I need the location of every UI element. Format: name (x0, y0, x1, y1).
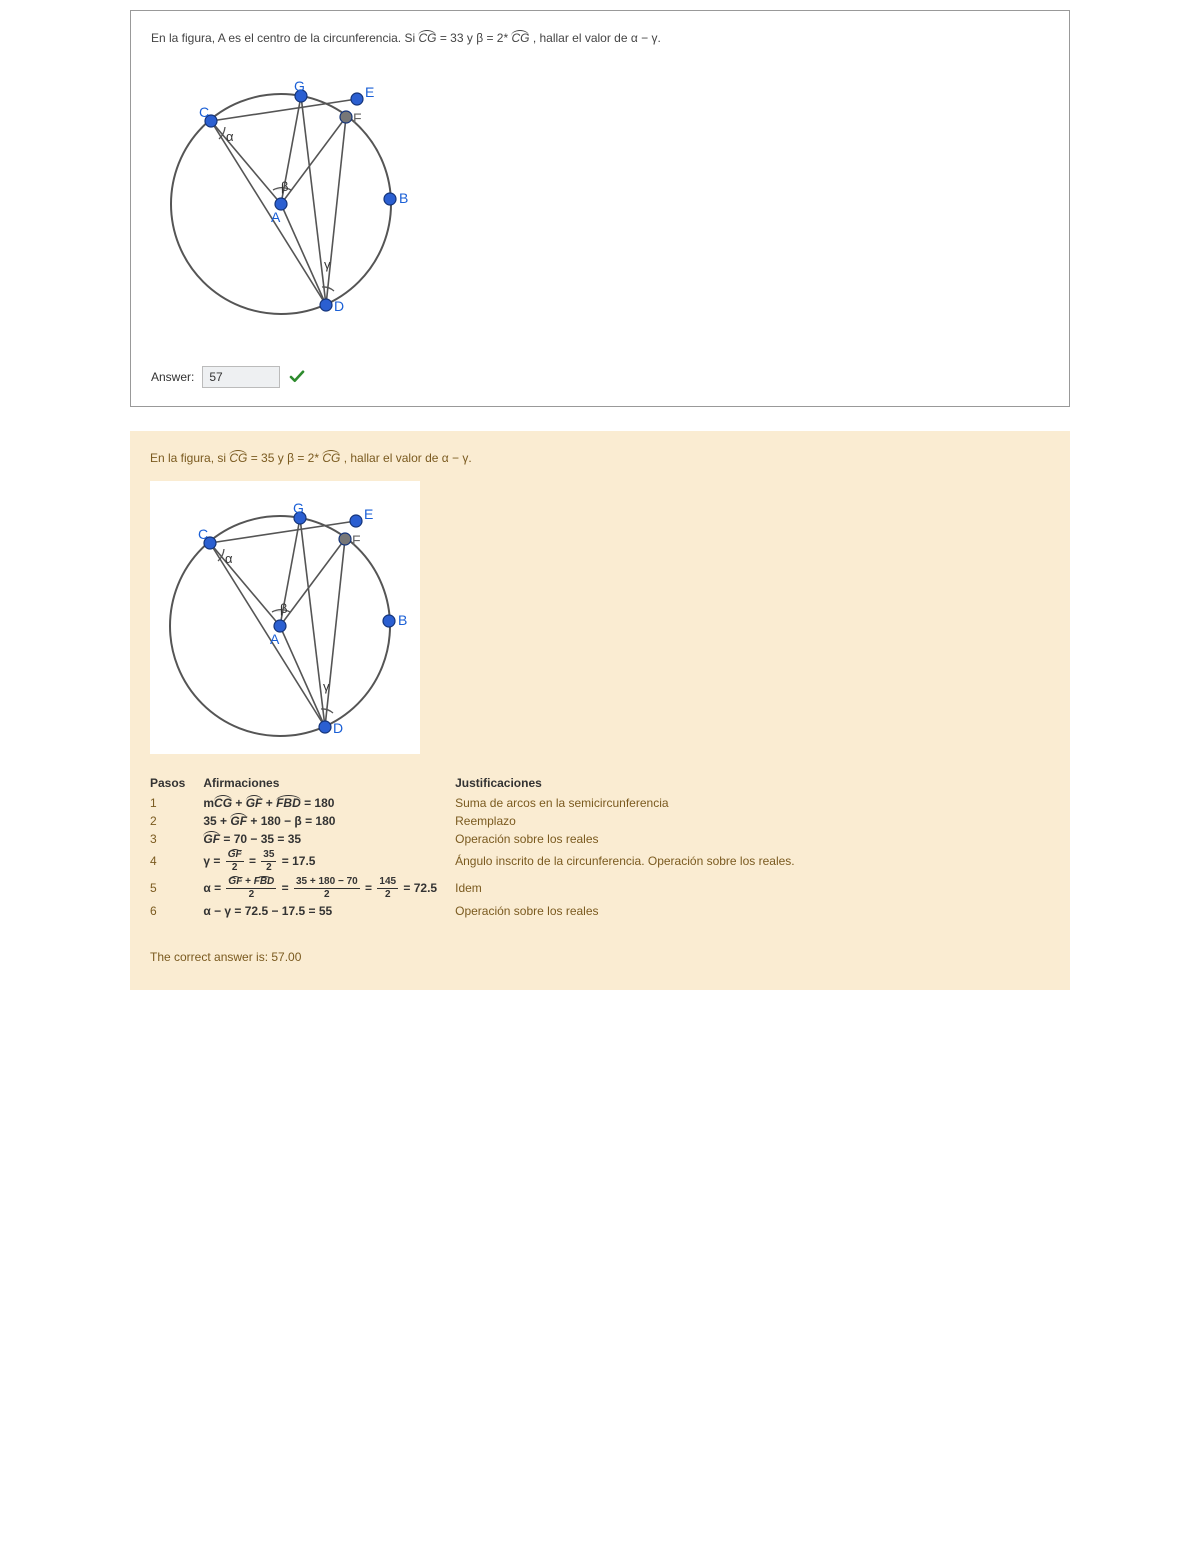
svg-text:A: A (271, 209, 281, 225)
solution-diagram: A B C D EF Gα β γ (150, 481, 420, 754)
svg-text:B: B (399, 190, 408, 206)
answer-row: Answer: (151, 366, 1049, 388)
correct-answer: The correct answer is: 57.00 (150, 950, 1050, 964)
svg-text:α: α (225, 551, 233, 566)
svg-text:D: D (334, 298, 344, 314)
step-number: 3 (150, 830, 203, 848)
svg-text:C: C (198, 526, 208, 542)
table-row: 3GF = 70 − 35 = 35Operación sobre los re… (150, 830, 813, 848)
svg-text:β: β (280, 601, 287, 616)
step-justification: Idem (455, 875, 813, 902)
step-number: 2 (150, 812, 203, 830)
step-justification: Operación sobre los reales (455, 830, 813, 848)
step-justification: Suma de arcos en la semicircunferencia (455, 794, 813, 812)
table-row: 1mCG + GF + FBD = 180Suma de arcos en la… (150, 794, 813, 812)
step-justification: Ángulo inscrito de la circunferencia. Op… (455, 848, 813, 875)
s-arc2: CG (322, 451, 340, 465)
s-mid1: = 35 y (251, 451, 287, 465)
question-box: En la figura, A es el centro de la circu… (130, 10, 1070, 407)
svg-text:C: C (199, 104, 209, 120)
svg-text:γ: γ (323, 679, 330, 694)
svg-text:G: G (293, 500, 304, 516)
svg-text:α: α (226, 129, 234, 144)
svg-text:F: F (353, 110, 362, 126)
s-beta: β (287, 451, 294, 465)
svg-text:D: D (333, 720, 343, 736)
table-row: 5α = GF + FBD2 = 35 + 180 − 702 = 1452 =… (150, 875, 813, 902)
step-number: 1 (150, 794, 203, 812)
q-mid2: = 2* (486, 31, 511, 45)
q-prefix: En la figura, A es el centro de la circu… (151, 31, 418, 45)
q-beta: β (476, 31, 483, 45)
step-affirmation: α − γ = 72.5 − 17.5 = 55 (203, 902, 455, 920)
q-arc1: CG (418, 31, 436, 45)
svg-text:β: β (281, 179, 288, 194)
steps-table: Pasos Afirmaciones Justificaciones 1mCG … (150, 774, 813, 920)
step-affirmation: GF = 70 − 35 = 35 (203, 830, 455, 848)
question-diagram: A B C D EF Gα β γ (151, 59, 421, 332)
svg-text:B: B (398, 612, 407, 628)
col-afirm: Afirmaciones (203, 774, 455, 794)
col-just: Justificaciones (455, 774, 813, 794)
step-affirmation: 35 + GF + 180 − β = 180 (203, 812, 455, 830)
svg-text:G: G (294, 78, 305, 94)
table-row: 6α − γ = 72.5 − 17.5 = 55Operación sobre… (150, 902, 813, 920)
q-arc2: CG (511, 31, 529, 45)
s-mid2: = 2* (297, 451, 322, 465)
s-arc1: CG (229, 451, 247, 465)
step-affirmation: α = GF + FBD2 = 35 + 180 − 702 = 1452 = … (203, 875, 455, 902)
q-suffix: , hallar el valor de α − γ. (533, 31, 661, 45)
svg-text:A: A (270, 631, 280, 647)
table-row: 4γ = GF2 = 352 = 17.5Ángulo inscrito de … (150, 848, 813, 875)
svg-text:E: E (365, 84, 374, 100)
table-row: 235 + GF + 180 − β = 180Reemplazo (150, 812, 813, 830)
step-number: 6 (150, 902, 203, 920)
answer-label: Answer: (151, 370, 194, 384)
step-affirmation: mCG + GF + FBD = 180 (203, 794, 455, 812)
check-icon (288, 368, 306, 386)
svg-text:F: F (352, 532, 361, 548)
question-text: En la figura, A es el centro de la circu… (151, 31, 1049, 45)
answer-input[interactable] (202, 366, 280, 388)
step-number: 5 (150, 875, 203, 902)
s-suffix: , hallar el valor de α − γ. (344, 451, 472, 465)
q-mid1: = 33 y (440, 31, 476, 45)
solution-text: En la figura, si CG = 35 y β = 2* CG , h… (150, 451, 1050, 465)
col-pasos: Pasos (150, 774, 203, 794)
svg-text:γ: γ (324, 257, 331, 272)
step-justification: Operación sobre los reales (455, 902, 813, 920)
s-prefix: En la figura, si (150, 451, 229, 465)
solution-box: En la figura, si CG = 35 y β = 2* CG , h… (130, 431, 1070, 990)
step-number: 4 (150, 848, 203, 875)
step-affirmation: γ = GF2 = 352 = 17.5 (203, 848, 455, 875)
step-justification: Reemplazo (455, 812, 813, 830)
svg-text:E: E (364, 506, 373, 522)
